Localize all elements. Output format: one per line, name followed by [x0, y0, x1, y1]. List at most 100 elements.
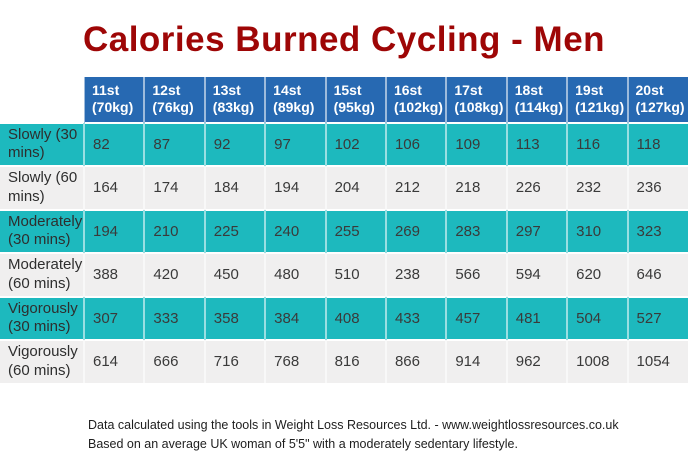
column-header: 18st (114kg) — [505, 76, 568, 123]
table-cell: 420 — [143, 252, 205, 297]
row-label: Vigorously (30 mins) — [0, 295, 84, 340]
table-cell: 194 — [82, 208, 145, 253]
column-header-stone: 19st — [575, 81, 604, 98]
table-cell: 333 — [143, 295, 205, 340]
table-cell: 116 — [566, 121, 628, 166]
table-row: Moderately (60 mins) 388 420 450 480 510… — [0, 252, 688, 297]
calories-table: 11st (70kg) 12st (76kg) 13st (83kg) 14st (89… — [0, 76, 688, 383]
table-cell: 240 — [264, 208, 326, 253]
column-header-stone: 15st — [333, 81, 362, 98]
table-cell: 210 — [143, 208, 205, 253]
table-row: Vigorously (60 mins) 614 666 716 768 816… — [0, 339, 688, 383]
table-cell: 184 — [203, 165, 266, 210]
table-cell: 283 — [445, 208, 507, 253]
table-cell: 384 — [264, 295, 326, 340]
table-cell: 297 — [505, 208, 568, 253]
column-header: 19st (121kg) — [566, 76, 628, 123]
footer-attribution: Data calculated using the tools in Weigh… — [88, 416, 688, 455]
row-label: Slowly (60 mins) — [0, 165, 84, 210]
table-cell: 433 — [384, 295, 447, 340]
table-cell: 204 — [324, 165, 386, 210]
column-header: 13st (83kg) — [203, 76, 266, 123]
table-cell: 716 — [203, 339, 266, 383]
table-header-row: 11st (70kg) 12st (76kg) 13st (83kg) 14st (89… — [0, 76, 688, 123]
table-cell: 481 — [505, 295, 568, 340]
table-cell: 164 — [82, 165, 145, 210]
table-cell: 174 — [143, 165, 205, 210]
column-header-kg: (121kg) — [575, 99, 625, 115]
table-cell: 109 — [445, 121, 507, 166]
table-cell: 388 — [82, 252, 145, 297]
column-header: 17st (108kg) — [445, 76, 507, 123]
table-cell: 118 — [626, 121, 688, 166]
table-row: Moderately (30 mins) 194 210 225 240 255… — [0, 208, 688, 253]
row-label: Moderately (30 mins) — [0, 208, 84, 253]
column-header: 15st (95kg) — [324, 76, 386, 123]
table-cell: 102 — [324, 121, 386, 166]
column-header: 11st (70kg) — [82, 76, 145, 123]
column-header-stone: 12st — [152, 81, 181, 98]
table-cell: 323 — [626, 208, 688, 253]
table-cell: 646 — [626, 252, 688, 297]
table-cell: 307 — [82, 295, 145, 340]
table-cell: 106 — [384, 121, 447, 166]
table-cell: 97 — [264, 121, 326, 166]
table-corner-cell — [0, 76, 84, 123]
table-cell: 225 — [203, 208, 266, 253]
column-header-kg: (70kg) — [92, 99, 134, 115]
table-cell: 450 — [203, 252, 266, 297]
table-cell: 666 — [143, 339, 205, 383]
table-cell: 358 — [203, 295, 266, 340]
table-cell: 236 — [626, 165, 688, 210]
table-cell: 1054 — [626, 339, 688, 383]
table-cell: 113 — [505, 121, 568, 166]
table-cell: 255 — [324, 208, 386, 253]
column-header-stone: 17st — [454, 81, 483, 98]
table-cell: 566 — [445, 252, 507, 297]
table-cell: 232 — [566, 165, 628, 210]
row-label: Moderately (60 mins) — [0, 252, 84, 297]
table-cell: 866 — [384, 339, 447, 383]
column-header-stone: 14st — [273, 81, 302, 98]
table-cell: 310 — [566, 208, 628, 253]
column-header: 12st (76kg) — [143, 76, 205, 123]
column-header: 16st (102kg) — [384, 76, 447, 123]
footer-line-1: Data calculated using the tools in Weigh… — [88, 417, 619, 432]
column-header-kg: (127kg) — [635, 99, 685, 115]
table-cell: 87 — [143, 121, 205, 166]
table-cell: 457 — [445, 295, 507, 340]
row-label: Slowly (30 mins) — [0, 121, 84, 166]
column-header-stone: 18st — [514, 81, 543, 98]
table-cell: 594 — [505, 252, 568, 297]
table-cell: 480 — [264, 252, 326, 297]
table-row: Slowly (30 mins) 82 87 92 97 102 106 109… — [0, 121, 688, 166]
column-header-kg: (114kg) — [514, 99, 563, 115]
table-cell: 614 — [82, 339, 145, 383]
table-cell: 238 — [384, 252, 447, 297]
table-cell: 1008 — [566, 339, 628, 383]
row-label: Vigorously (60 mins) — [0, 339, 84, 383]
column-header-kg: (89kg) — [273, 99, 315, 115]
table-cell: 269 — [384, 208, 447, 253]
table-cell: 914 — [445, 339, 507, 383]
footer-line-2: Based on an average UK woman of 5'5" wit… — [88, 436, 518, 451]
column-header-kg: (95kg) — [333, 99, 375, 115]
table-cell: 768 — [264, 339, 326, 383]
column-header-kg: (108kg) — [454, 99, 504, 115]
table-cell: 510 — [324, 252, 386, 297]
column-header-stone: 11st — [92, 81, 120, 98]
table-cell: 816 — [324, 339, 386, 383]
table-cell: 504 — [566, 295, 628, 340]
table-cell: 82 — [82, 121, 145, 166]
table-cell: 226 — [505, 165, 568, 210]
table-cell: 92 — [203, 121, 266, 166]
column-header-stone: 16st — [393, 81, 422, 98]
table-cell: 218 — [445, 165, 507, 210]
table-cell: 212 — [384, 165, 447, 210]
column-header-kg: (102kg) — [393, 99, 443, 115]
column-header: 20st (127kg) — [626, 76, 688, 123]
table-cell: 527 — [626, 295, 688, 340]
table-cell: 620 — [566, 252, 628, 297]
table-cell: 408 — [324, 295, 386, 340]
table-cell: 962 — [505, 339, 568, 383]
